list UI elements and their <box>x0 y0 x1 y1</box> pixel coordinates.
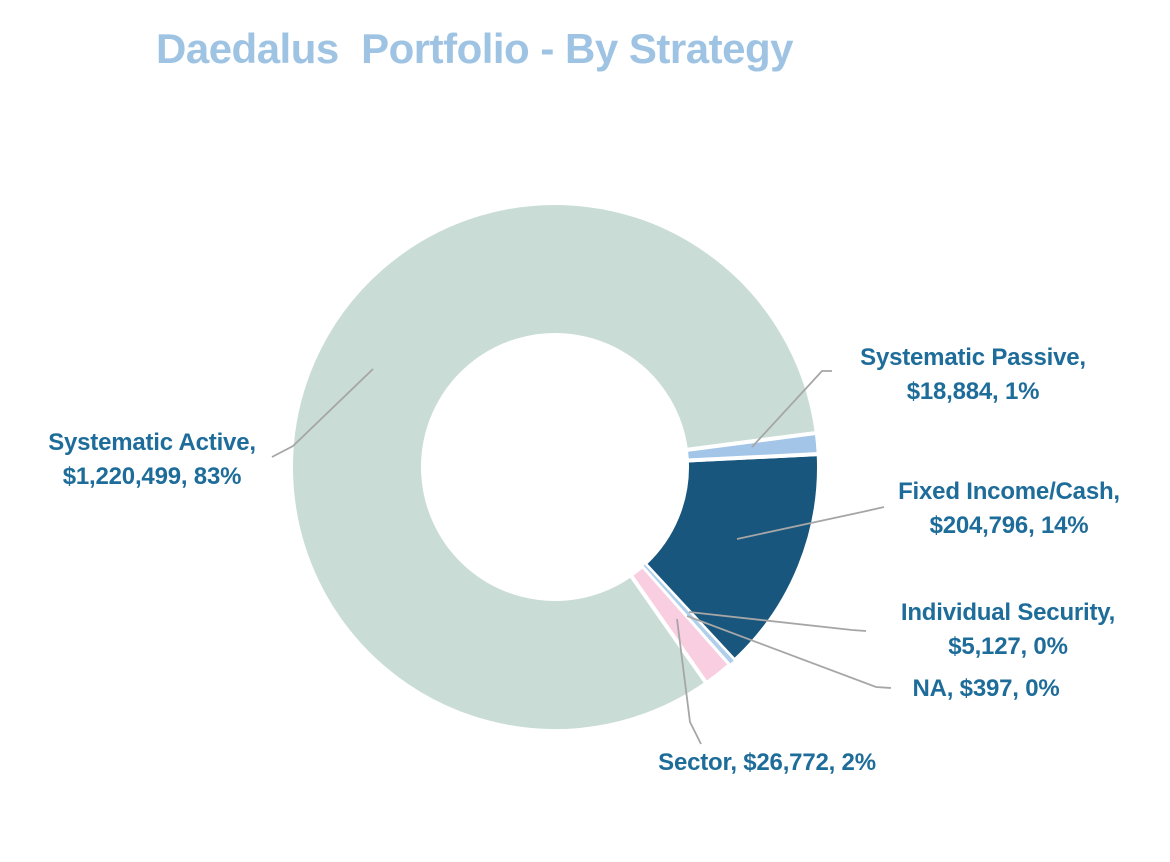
pie-slice-na[interactable] <box>641 564 732 666</box>
slice-label-line: $204,796, 14% <box>929 512 1089 539</box>
leader-line-sector <box>676 618 702 745</box>
pie-slice-systematic-active[interactable] <box>289 201 820 734</box>
slice-label-line: $18,884, 1% <box>906 378 1040 405</box>
leader-line-systematic-active <box>271 368 374 458</box>
slice-label-line: $5,127, 0% <box>948 633 1068 660</box>
slice-label-line: $1,220,499, 83% <box>62 463 242 490</box>
slice-label-line: Sector, $26,772, 2% <box>658 749 876 776</box>
slice-label-fixed-income-cash: Fixed Income/Cash, $204,796, 14% <box>849 475 1169 543</box>
leader-line-na <box>686 615 892 689</box>
slice-label-individual-security: Individual Security, $5,127, 0% <box>848 596 1168 664</box>
slice-label-line: Fixed Income/Cash, <box>898 478 1120 505</box>
slice-label-line: NA, $397, 0% <box>912 675 1060 702</box>
leader-line-individual-security <box>688 611 867 632</box>
slice-label-systematic-active: Systematic Active, $1,220,499, 83% <box>0 426 312 494</box>
leader-line-systematic-passive <box>751 370 832 448</box>
leader-line-fixed-income-cash <box>736 506 885 540</box>
slice-label-line: Systematic Passive, <box>860 344 1086 371</box>
slice-label-systematic-passive: Systematic Passive, $18,884, 1% <box>813 341 1133 409</box>
chart-title: Daedalus Portfolio - By Strategy <box>156 25 793 72</box>
slice-label-na: NA, $397, 0% <box>826 672 1146 706</box>
slice-label-line: Individual Security, <box>900 599 1116 626</box>
slice-label-line: Systematic Active, <box>48 429 256 456</box>
slice-label-sector: Sector, $26,772, 2% <box>607 746 927 780</box>
pie-slice-sector[interactable] <box>627 562 733 687</box>
